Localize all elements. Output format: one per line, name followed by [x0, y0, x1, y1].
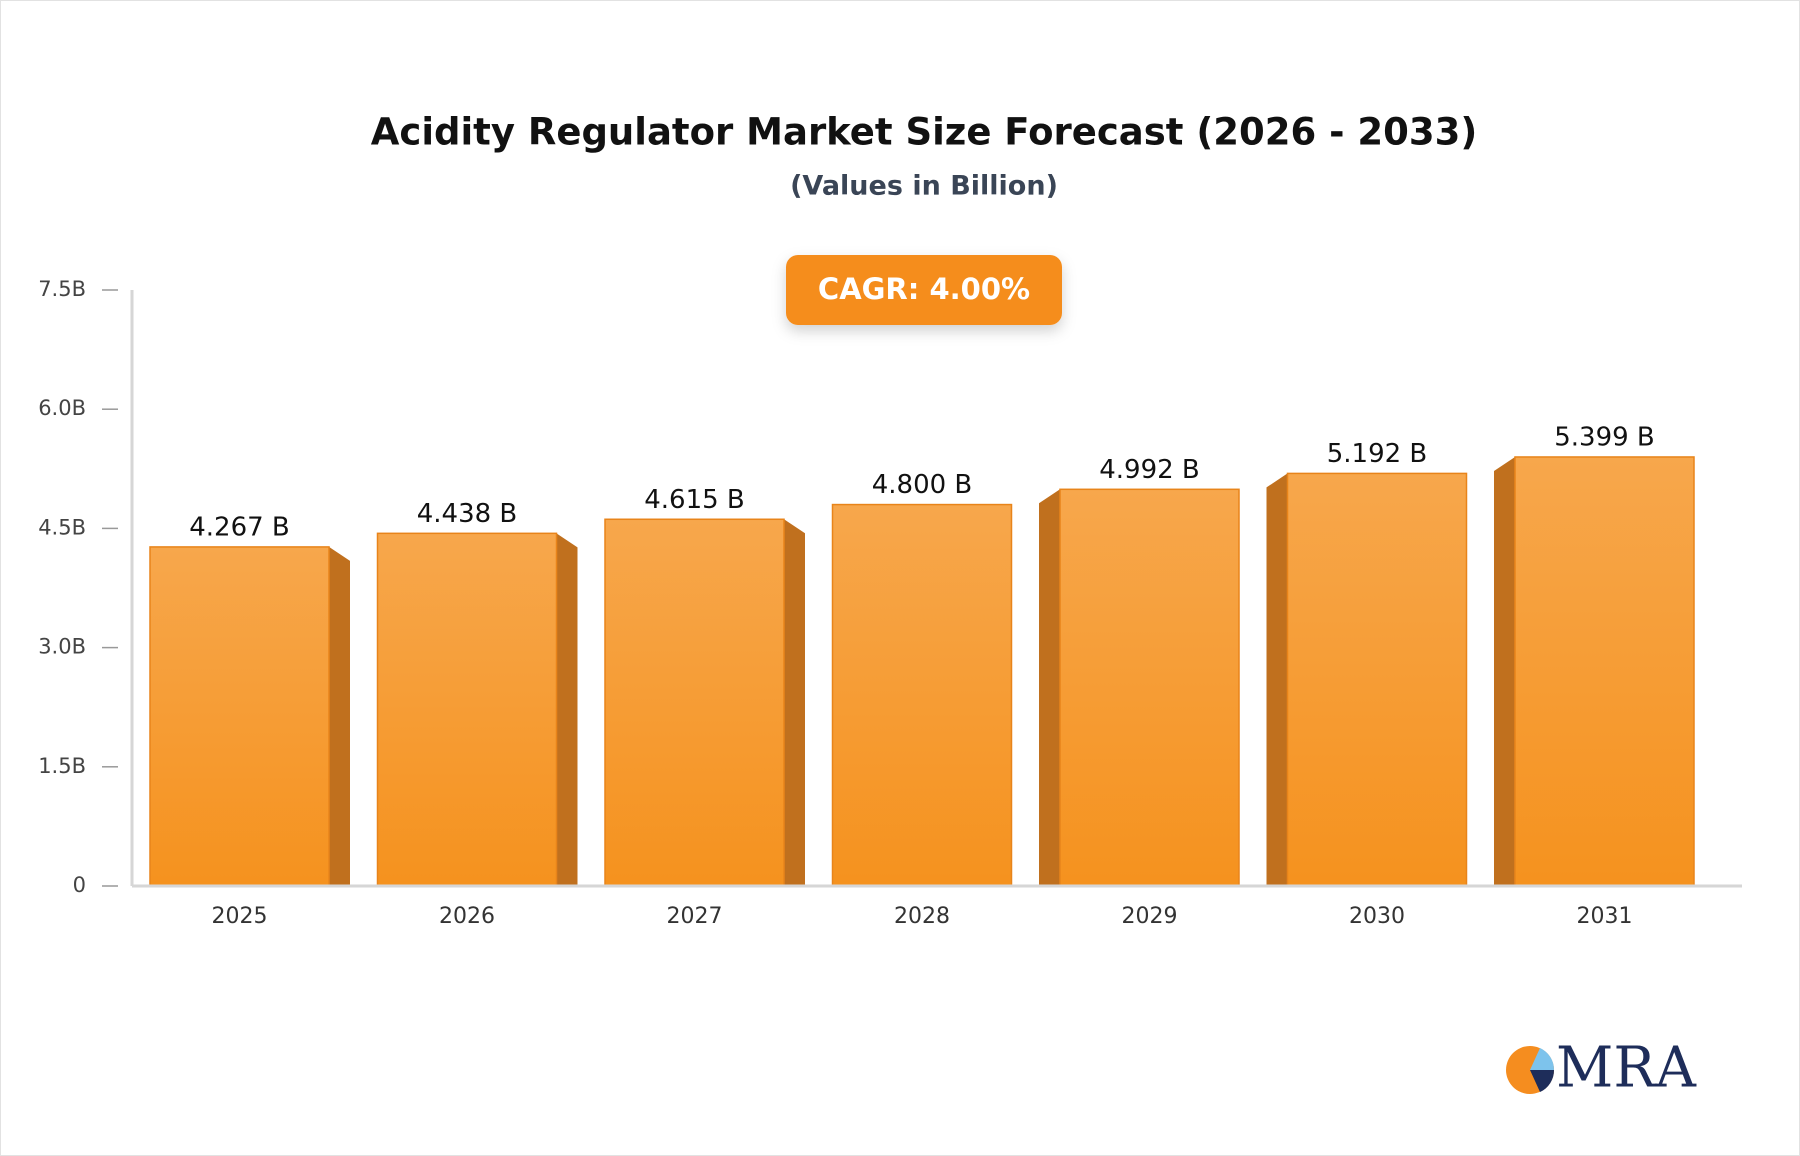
y-tick-label: 3.0B	[38, 635, 86, 659]
x-tick-label: 2025	[212, 904, 268, 929]
y-tick-label: 0	[73, 873, 86, 897]
logo-icon	[1530, 1070, 1555, 1092]
x-tick-label: 2026	[439, 904, 495, 929]
logo: MRA	[1506, 1036, 1697, 1101]
y-tick-label: 6.0B	[38, 396, 86, 420]
logo-text: MRA	[1556, 1036, 1697, 1101]
bar-side	[1039, 489, 1060, 886]
bar	[831, 503, 1013, 887]
cagr-badge	[786, 255, 1062, 325]
value-label: 4.992 B	[1099, 455, 1200, 485]
bar-side	[1266, 473, 1288, 886]
value-label: 4.615 B	[644, 485, 745, 515]
bar-side	[784, 519, 805, 886]
bar-side	[329, 546, 350, 886]
x-tick-label: 2027	[667, 904, 723, 929]
bar	[376, 532, 558, 887]
x-tick-label: 2031	[1577, 904, 1633, 929]
bar-side	[556, 533, 578, 886]
bar	[149, 546, 330, 887]
cagr-label: CAGR: 4.00%	[818, 272, 1030, 306]
value-label: 4.800 B	[872, 470, 973, 500]
x-tick-label: 2028	[894, 904, 950, 929]
bar	[1059, 488, 1240, 887]
value-label: 4.438 B	[417, 499, 518, 529]
x-tick-label: 2030	[1349, 904, 1405, 929]
x-tick-label: 2029	[1122, 904, 1178, 929]
y-tick-label: 7.5B	[38, 277, 86, 301]
value-label: 4.267 B	[189, 512, 290, 542]
chart-subtitle: (Values in Billion)	[790, 171, 1058, 202]
logo-icon	[1530, 1048, 1555, 1070]
value-label: 5.399 B	[1554, 422, 1655, 452]
y-tick-label: 4.5B	[38, 515, 86, 539]
y-tick-label: 1.5B	[38, 754, 86, 778]
chart-title: Acidity Regulator Market Size Forecast (…	[371, 111, 1477, 154]
bar	[1286, 472, 1468, 887]
bar-side	[1494, 456, 1515, 886]
value-label: 5.192 B	[1327, 439, 1428, 469]
bar	[604, 518, 785, 887]
bar	[1514, 456, 1695, 887]
